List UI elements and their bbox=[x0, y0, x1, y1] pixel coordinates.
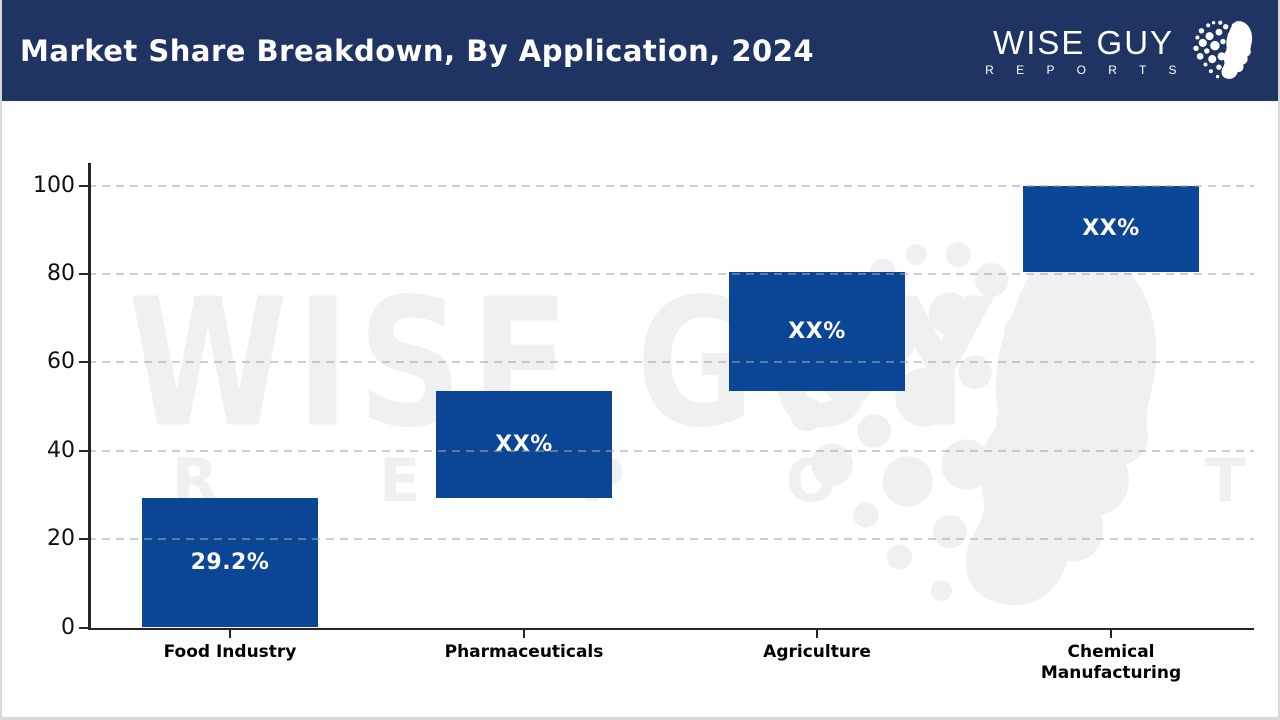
bar-agriculture: XX% bbox=[729, 271, 905, 392]
logo-wordmark: WISE GUY bbox=[993, 23, 1175, 61]
gridline-20 bbox=[88, 538, 1254, 541]
y-tick-0 bbox=[79, 626, 88, 629]
bar-chemical-manufacturing: XX% bbox=[1023, 185, 1199, 272]
x-tick-3 bbox=[816, 630, 818, 638]
x-tick-2 bbox=[523, 630, 525, 638]
gridline-40 bbox=[88, 449, 1254, 452]
bar-food-industry: 29.2% bbox=[142, 498, 318, 628]
x-category-label: Chemical Manufacturing bbox=[1040, 641, 1182, 683]
x-category-label: Food Industry bbox=[163, 641, 297, 662]
x-tick-1 bbox=[229, 630, 231, 638]
x-category-label: Pharmaceuticals bbox=[444, 641, 604, 662]
bar-value-label: XX% bbox=[788, 318, 846, 344]
bar-value-label: 29.2% bbox=[190, 550, 270, 576]
y-axis-line bbox=[88, 163, 91, 630]
chart-title: Market Share Breakdown, By Application, … bbox=[20, 33, 815, 68]
chart-area: WISE GUY R E P O R T S 29.2%XX%XX%XX%020… bbox=[0, 101, 1280, 720]
header: Market Share Breakdown, By Application, … bbox=[0, 0, 1280, 101]
y-tick-20 bbox=[79, 538, 88, 541]
y-tick-label: 0 bbox=[61, 614, 75, 640]
x-category-label: Agriculture bbox=[763, 641, 871, 662]
gridline-80 bbox=[88, 272, 1254, 275]
logo-subtext: R E P O R T S bbox=[985, 62, 1186, 77]
logo-text: WISE GUY R E P O R T S bbox=[981, 26, 1186, 76]
y-tick-label: 40 bbox=[47, 437, 75, 463]
bar-pharmaceuticals: XX% bbox=[436, 391, 612, 499]
y-tick-label: 80 bbox=[47, 260, 75, 286]
y-tick-60 bbox=[79, 361, 88, 364]
bar-value-label: XX% bbox=[495, 432, 553, 458]
y-tick-80 bbox=[79, 272, 88, 275]
bar-value-label: XX% bbox=[1082, 216, 1140, 242]
y-tick-100 bbox=[79, 184, 88, 187]
y-tick-40 bbox=[79, 449, 88, 452]
dotted-face-icon bbox=[1193, 20, 1253, 79]
x-axis-line bbox=[88, 627, 1254, 630]
y-tick-label: 60 bbox=[47, 349, 75, 375]
y-tick-label: 20 bbox=[47, 526, 75, 552]
wise-guy-reports-logo: WISE GUY R E P O R T S bbox=[981, 16, 1254, 86]
x-tick-4 bbox=[1110, 630, 1112, 638]
y-tick-label: 100 bbox=[33, 172, 75, 198]
gridline-100 bbox=[88, 184, 1254, 187]
gridline-60 bbox=[88, 361, 1254, 364]
